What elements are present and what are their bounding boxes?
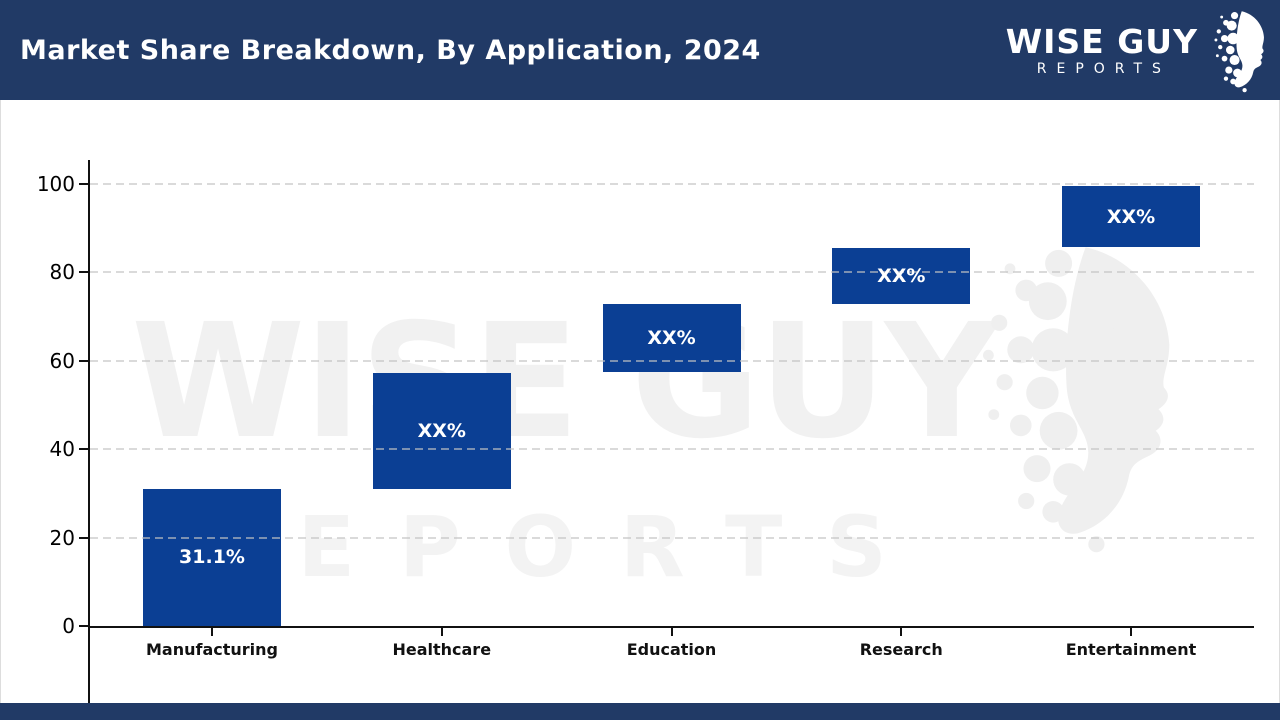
gridline-20: [90, 536, 1254, 539]
bar-entertainment: [1062, 186, 1200, 248]
bar-label-manufacturing: 31.1%: [179, 546, 245, 569]
y-tick-label-100: 100: [36, 172, 75, 196]
bar-label-entertainment: XX%: [1106, 205, 1156, 228]
bar-label-education: XX%: [647, 326, 696, 349]
brand-name: WISE GUY: [1005, 21, 1198, 61]
x-tick-mark-research: [900, 628, 903, 636]
y-tick-mark-40: [79, 448, 89, 451]
y-tick-mark-100: [79, 183, 89, 185]
brand-head-icon: [1200, 7, 1272, 93]
plot-region: 0 20 40 60 80 100 31.1% XX% XX% XX% XX% Manufactu…: [1, 100, 1280, 720]
y-tick-label-60: 60: [49, 348, 75, 373]
brand-logo: WISE GUY REPORTS: [1006, 0, 1272, 100]
bar-label-research: XX%: [877, 264, 926, 287]
y-tick-label-20: 20: [49, 525, 75, 550]
chart-area: WISE GUY REPORTS 0 20 40 60 80 100 31.1% XX% XX…: [0, 100, 1280, 720]
x-tick-mark-education: [670, 628, 673, 636]
gridline-100: [90, 183, 1254, 185]
x-axis-spine: [88, 626, 1254, 628]
brand-logo-text: WISE GUY REPORTS: [1006, 25, 1198, 76]
x-tick-label-education: Education: [626, 640, 717, 659]
bar-label-healthcare: XX%: [417, 419, 466, 442]
gridline-80: [90, 271, 1254, 274]
brand-subname: REPORTS: [1036, 60, 1171, 77]
bar-manufacturing: [143, 488, 281, 626]
x-tick-mark-healthcare: [440, 628, 443, 636]
y-tick-mark-20: [79, 536, 89, 539]
x-tick-mark-entertainment: [1130, 628, 1132, 636]
x-tick-label-healthcare: Healthcare: [392, 640, 492, 659]
y-tick-label-40: 40: [49, 437, 75, 462]
bar-research: [832, 248, 971, 304]
y-tick-label-80: 80: [49, 260, 75, 285]
x-tick-mark-manufacturing: [211, 628, 213, 636]
chart-title: Market Share Breakdown, By Application, …: [20, 34, 761, 66]
gridline-60: [90, 359, 1254, 362]
y-axis-spine: [88, 160, 90, 720]
header-bar: Market Share Breakdown, By Application, …: [0, 0, 1280, 100]
y-tick-mark-0: [79, 625, 89, 627]
bar-healthcare: [372, 373, 511, 489]
x-tick-label-entertainment: Entertainment: [1065, 640, 1197, 659]
x-tick-label-research: Research: [859, 640, 943, 659]
footer-bar: [0, 703, 1280, 720]
y-tick-label-0: 0: [62, 614, 75, 638]
gridline-40: [90, 448, 1254, 451]
y-tick-mark-60: [79, 359, 89, 362]
x-tick-label-manufacturing: Manufacturing: [146, 640, 278, 659]
y-tick-mark-80: [79, 271, 89, 274]
